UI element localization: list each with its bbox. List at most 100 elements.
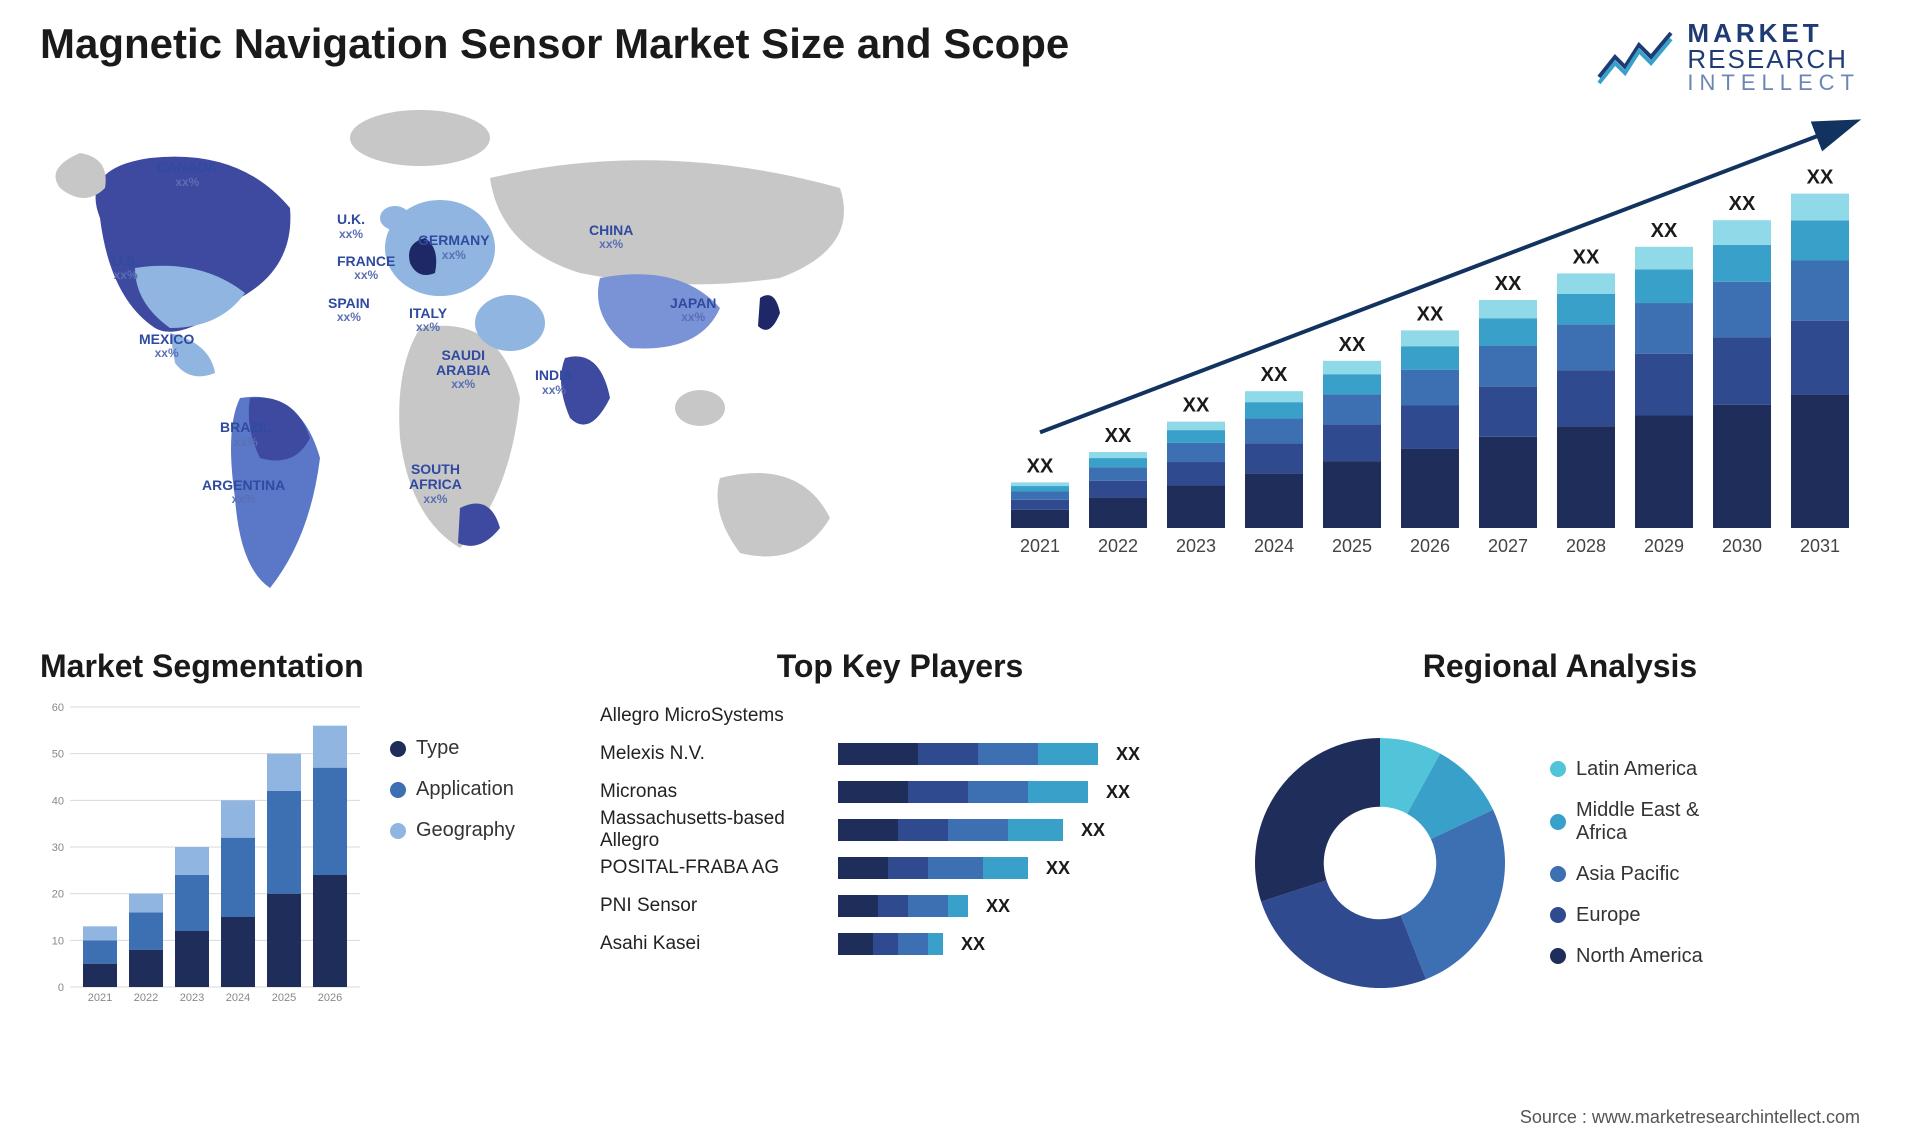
legend-dot (1550, 761, 1566, 777)
player-bar-segment (1008, 819, 1063, 841)
player-bar (838, 743, 1098, 765)
player-bar-segment (838, 819, 898, 841)
player-value: XX (986, 896, 1010, 917)
svg-text:20: 20 (52, 889, 64, 901)
player-value: XX (1046, 858, 1070, 879)
legend-dot (1550, 948, 1566, 964)
player-name: Allegro MicroSystems (600, 705, 830, 727)
player-bar-segment (908, 895, 948, 917)
svg-text:XX: XX (1183, 395, 1210, 417)
svg-text:XX: XX (1729, 193, 1756, 215)
regional-panel: Regional Analysis Latin America Middle Ea… (1240, 648, 1880, 1028)
legend-item: Asia Pacific (1550, 863, 1703, 886)
player-name: Asahi Kasei (600, 933, 830, 955)
map-label: BRAZILxx% (220, 420, 271, 449)
regional-legend: Latin America Middle East &Africa Asia Pac… (1550, 758, 1703, 968)
player-bar (838, 819, 1063, 841)
legend-label: Type (416, 737, 459, 760)
legend-dot (1550, 866, 1566, 882)
map-label: CANADAxx% (157, 160, 218, 189)
player-bar-segment (888, 857, 928, 879)
svg-text:2026: 2026 (318, 992, 342, 1004)
player-row: PNI Sensor XX (600, 887, 1200, 925)
player-name: PNI Sensor (600, 895, 830, 917)
legend-item: Application (390, 778, 515, 801)
player-row: Massachusetts-based AllegroXX (600, 811, 1200, 849)
map-label: CHINAxx% (589, 223, 633, 252)
legend-label: Asia Pacific (1576, 863, 1679, 886)
player-bar (838, 895, 968, 917)
logo-text-2: RESEARCH (1687, 46, 1860, 72)
player-value: XX (1106, 782, 1130, 803)
map-label: MEXICOxx% (139, 332, 194, 361)
player-bar-segment (918, 743, 978, 765)
world-map: CANADAxx% U.S.xx% MEXICOxx% BRAZILxx% ARGENT… (40, 98, 940, 618)
map-label: ARGENTINAxx% (202, 478, 285, 507)
brand-logo: MARKET RESEARCH INTELLECT (1595, 20, 1860, 94)
svg-text:XX: XX (1261, 364, 1288, 386)
svg-text:60: 60 (52, 702, 64, 714)
player-name: Melexis N.V. (600, 743, 830, 765)
svg-text:XX: XX (1027, 455, 1054, 477)
player-bar-segment (948, 895, 968, 917)
legend-label: Europe (1576, 904, 1641, 927)
player-bar-segment (928, 857, 983, 879)
svg-text:2024: 2024 (1254, 536, 1294, 556)
player-bar-segment (978, 743, 1038, 765)
legend-item: Latin America (1550, 758, 1703, 781)
legend-label: Application (416, 778, 514, 801)
svg-text:2031: 2031 (1800, 536, 1840, 556)
map-label: U.K.xx% (337, 212, 365, 241)
map-label: SAUDIARABIAxx% (436, 348, 490, 392)
player-bar-segment (873, 933, 898, 955)
player-bar-segment (968, 781, 1028, 803)
svg-text:2027: 2027 (1488, 536, 1528, 556)
svg-text:2022: 2022 (134, 992, 158, 1004)
player-bar-segment (838, 895, 878, 917)
map-label: GERMANYxx% (418, 233, 490, 262)
player-name: Massachusetts-based Allegro (600, 808, 830, 852)
logo-text-1: MARKET (1687, 20, 1860, 46)
svg-text:0: 0 (58, 982, 64, 994)
player-bar (838, 933, 943, 955)
growth-chart-svg: XX2021XX2022XX2023XX2024XX2025XX2026XX20… (980, 98, 1880, 618)
svg-text:2025: 2025 (272, 992, 296, 1004)
legend-label: North America (1576, 945, 1703, 968)
map-label: INDIAxx% (535, 368, 573, 397)
regional-title: Regional Analysis (1240, 648, 1880, 685)
map-label: SPAINxx% (328, 296, 370, 325)
svg-text:XX: XX (1495, 273, 1522, 295)
legend-item: Europe (1550, 904, 1703, 927)
legend-label: Middle East &Africa (1576, 799, 1699, 845)
player-name: Micronas (600, 781, 830, 803)
map-label: ITALYxx% (409, 306, 447, 335)
source-attribution: Source : www.marketresearchintellect.com (1520, 1107, 1860, 1128)
svg-text:XX: XX (1339, 334, 1366, 356)
map-label: U.S.xx% (112, 254, 139, 283)
legend-dot (390, 741, 406, 757)
legend-item: Middle East &Africa (1550, 799, 1703, 845)
legend-dot (1550, 907, 1566, 923)
svg-text:30: 30 (52, 842, 64, 854)
legend-label: Geography (416, 819, 515, 842)
svg-text:50: 50 (52, 749, 64, 761)
legend-dot (390, 782, 406, 798)
svg-text:XX: XX (1417, 303, 1444, 325)
segmentation-title: Market Segmentation (40, 648, 560, 685)
logo-text-3: INTELLECT (1687, 72, 1860, 94)
player-bar-segment (898, 933, 928, 955)
player-bar (838, 857, 1028, 879)
players-list: Allegro MicroSystemsMelexis N.V.XXMicron… (600, 697, 1200, 963)
player-bar-segment (898, 819, 948, 841)
player-row: Allegro MicroSystems (600, 697, 1200, 735)
logo-icon (1595, 27, 1675, 87)
player-bar-segment (1028, 781, 1088, 803)
player-bar-segment (838, 857, 888, 879)
player-bar-segment (948, 819, 1008, 841)
svg-text:2029: 2029 (1644, 536, 1684, 556)
player-row: Melexis N.V.XX (600, 735, 1200, 773)
svg-text:2028: 2028 (1566, 536, 1606, 556)
svg-text:2023: 2023 (180, 992, 204, 1004)
legend-item: Type (390, 737, 515, 760)
player-bar-segment (928, 933, 943, 955)
